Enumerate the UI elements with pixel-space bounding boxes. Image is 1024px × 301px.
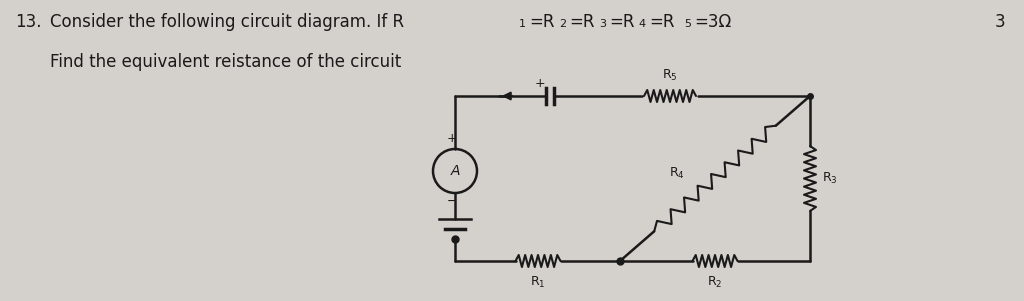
Text: R$_1$: R$_1$ — [530, 275, 546, 290]
Text: 5: 5 — [684, 19, 691, 29]
Text: 13.: 13. — [15, 13, 42, 31]
Text: +: + — [535, 77, 546, 90]
Text: 3: 3 — [599, 19, 606, 29]
Text: Consider the following circuit diagram. If R: Consider the following circuit diagram. … — [50, 13, 404, 31]
Text: R$_5$: R$_5$ — [663, 68, 678, 83]
Text: 3: 3 — [994, 13, 1005, 31]
Text: 2: 2 — [559, 19, 566, 29]
Text: =3Ω: =3Ω — [694, 13, 731, 31]
Text: =R: =R — [569, 13, 594, 31]
Text: 1: 1 — [519, 19, 526, 29]
Text: +: + — [447, 132, 458, 145]
Text: R$_3$: R$_3$ — [822, 171, 838, 186]
Text: =R: =R — [528, 13, 554, 31]
Text: =R: =R — [649, 13, 675, 31]
Text: A: A — [451, 164, 460, 178]
Text: −: − — [447, 195, 458, 208]
Text: Find the equivalent reistance of the circuit: Find the equivalent reistance of the cir… — [50, 53, 401, 71]
Text: R$_2$: R$_2$ — [708, 275, 723, 290]
Text: 4: 4 — [639, 19, 646, 29]
Text: R$_4$: R$_4$ — [670, 166, 685, 181]
Text: =R: =R — [609, 13, 634, 31]
